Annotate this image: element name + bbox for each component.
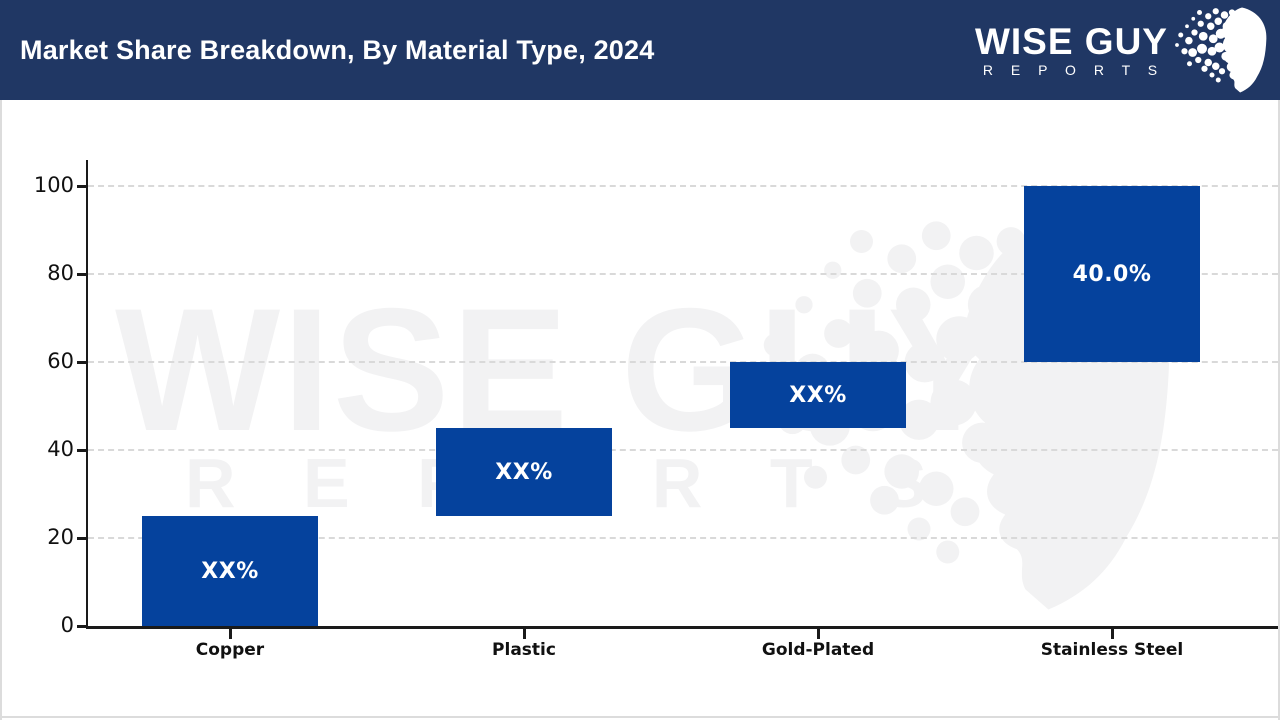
y-tick-label-20: 20	[47, 525, 74, 549]
brand-logo: WISE GUY R E P O R T S	[975, 6, 1280, 94]
y-tick-mark-80	[77, 273, 87, 276]
gridline-100	[88, 185, 1278, 187]
gridline-80	[88, 273, 1278, 275]
x-tick-mark-3	[1111, 629, 1114, 639]
y-tick-mark-60	[77, 361, 87, 364]
brand-logo-text: WISE GUY R E P O R T S	[975, 23, 1168, 77]
gridline-60	[88, 361, 1278, 363]
brand-wordmark: WISE GUY	[974, 21, 1168, 62]
bar-stainless-steel: 40.0%	[1024, 186, 1200, 362]
bar-gold-plated: XX%	[730, 362, 906, 428]
x-tick-mark-2	[817, 629, 820, 639]
gridline-40	[88, 449, 1278, 451]
bar-copper: XX%	[142, 516, 318, 626]
bar-value-label: 40.0%	[1072, 261, 1152, 287]
y-tick-label-40: 40	[47, 437, 74, 461]
bar-value-label: XX%	[495, 459, 553, 485]
bar-plastic: XX%	[436, 428, 612, 516]
y-axis-spine	[86, 160, 88, 629]
page-border-bottom	[0, 716, 1280, 718]
y-tick-label-0: 0	[60, 613, 74, 637]
bar-value-label: XX%	[789, 382, 847, 408]
x-tick-mark-1	[523, 629, 526, 639]
y-tick-mark-100	[77, 185, 87, 188]
bar-value-label: XX%	[201, 558, 259, 584]
brand-dot-head-icon	[1172, 6, 1272, 94]
x-axis-spine	[86, 626, 1278, 629]
y-tick-mark-0	[77, 625, 87, 628]
brand-reports-text: R E P O R T S	[982, 62, 1165, 78]
x-category-label: Plastic	[492, 640, 556, 660]
page-title: Market Share Breakdown, By Material Type…	[20, 34, 655, 65]
x-category-label: Copper	[195, 640, 265, 660]
y-tick-mark-20	[77, 537, 87, 540]
y-tick-mark-40	[77, 449, 87, 452]
x-tick-mark-0	[229, 629, 232, 639]
y-tick-label-80: 80	[47, 261, 74, 285]
x-category-label: Gold-Plated	[761, 640, 875, 660]
x-category-label: Stainless Steel	[1040, 640, 1184, 660]
y-tick-label-100: 100	[33, 173, 74, 197]
gridline-20	[88, 537, 1278, 539]
page-border-left	[0, 100, 2, 720]
header-banner: Market Share Breakdown, By Material Type…	[0, 0, 1280, 100]
y-tick-label-60: 60	[47, 349, 74, 373]
page-border-right	[1278, 100, 1280, 720]
